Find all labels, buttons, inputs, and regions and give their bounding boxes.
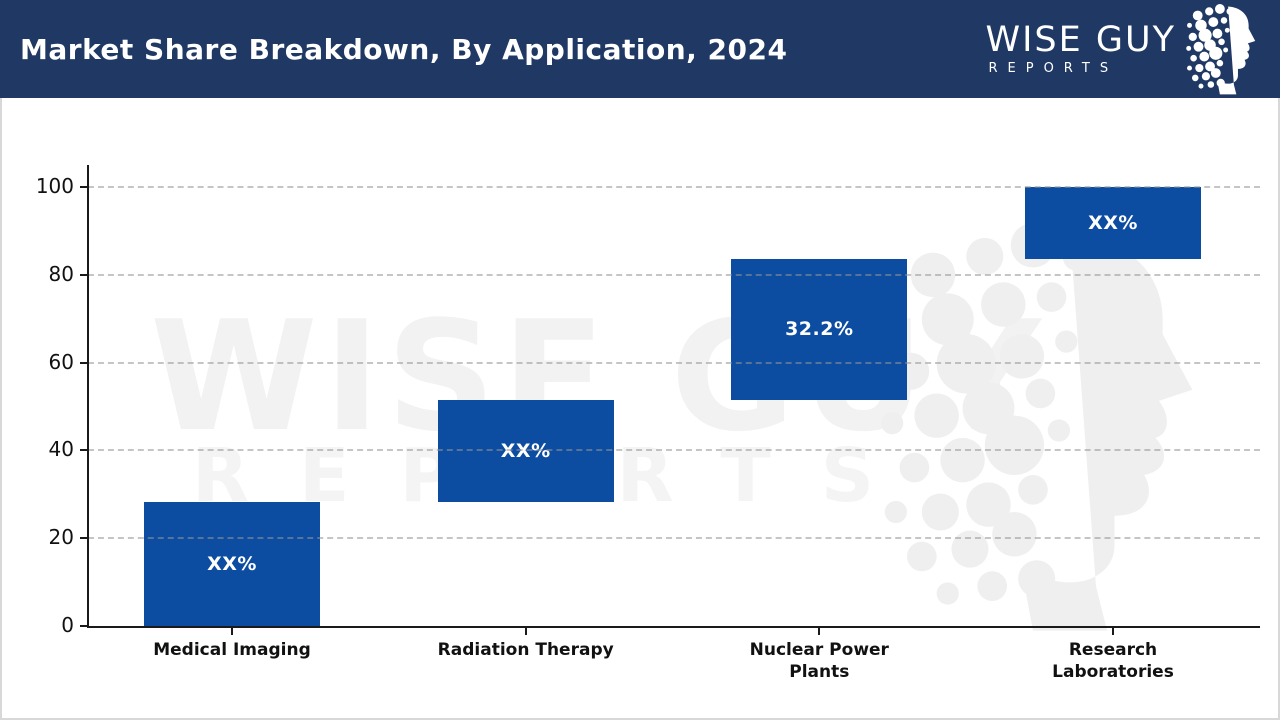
header-bar: Market Share Breakdown, By Application, … xyxy=(0,0,1280,98)
y-axis-line xyxy=(87,165,89,628)
bar-value-label: XX% xyxy=(207,553,257,576)
x-tick-mark xyxy=(1112,628,1114,635)
x-axis-line xyxy=(87,626,1260,628)
x-tick-mark xyxy=(524,628,527,635)
y-tick-mark xyxy=(80,186,88,188)
gridline xyxy=(88,186,1260,188)
bar-segment: XX% xyxy=(144,502,320,626)
y-axis-tick-label: 20 xyxy=(48,525,74,550)
bar-value-label: XX% xyxy=(1088,211,1138,234)
bar-segment: XX% xyxy=(1025,187,1201,259)
gridline xyxy=(88,449,1260,452)
chart-title: Market Share Breakdown, By Application, … xyxy=(20,32,788,66)
y-axis-tick-label: 40 xyxy=(48,437,74,462)
x-axis-category-label: Research Laboratories xyxy=(1052,640,1174,683)
x-tick-mark xyxy=(231,628,233,635)
x-axis-category-label: Nuclear Power Plants xyxy=(749,640,889,683)
y-tick-mark xyxy=(80,537,88,540)
gridline xyxy=(88,273,1260,276)
y-tick-mark xyxy=(80,625,88,627)
bar-value-label: 32.2% xyxy=(785,318,854,341)
logo-head-profile-icon xyxy=(1186,4,1256,95)
watermark-head-profile-icon xyxy=(881,223,1193,631)
y-axis-tick-label: 0 xyxy=(61,613,74,637)
y-axis-tick-label: 80 xyxy=(48,261,74,286)
wise-guy-reports-logo: WISE GUY REPORTS xyxy=(985,2,1280,96)
logo-wordmark: WISE GUY xyxy=(985,20,1176,60)
x-tick-mark xyxy=(818,628,821,635)
logo-subtitle: REPORTS xyxy=(988,61,1119,76)
y-tick-mark xyxy=(80,361,88,364)
x-axis-category-label: Medical Imaging xyxy=(153,640,311,660)
gridline xyxy=(88,361,1260,364)
plot-area: WISE GUY REPORTS 020406080100XX%Medical … xyxy=(2,98,1278,718)
logo-text: WISE GUY REPORTS xyxy=(985,20,1176,76)
bar-segment: 32.2% xyxy=(731,258,908,400)
y-axis-tick-label: 60 xyxy=(48,349,74,374)
y-tick-mark xyxy=(80,273,88,276)
y-tick-mark xyxy=(80,449,88,452)
x-axis-category-label: Radiation Therapy xyxy=(437,640,614,660)
y-axis-tick-label: 100 xyxy=(35,174,74,198)
gridline xyxy=(88,537,1260,540)
